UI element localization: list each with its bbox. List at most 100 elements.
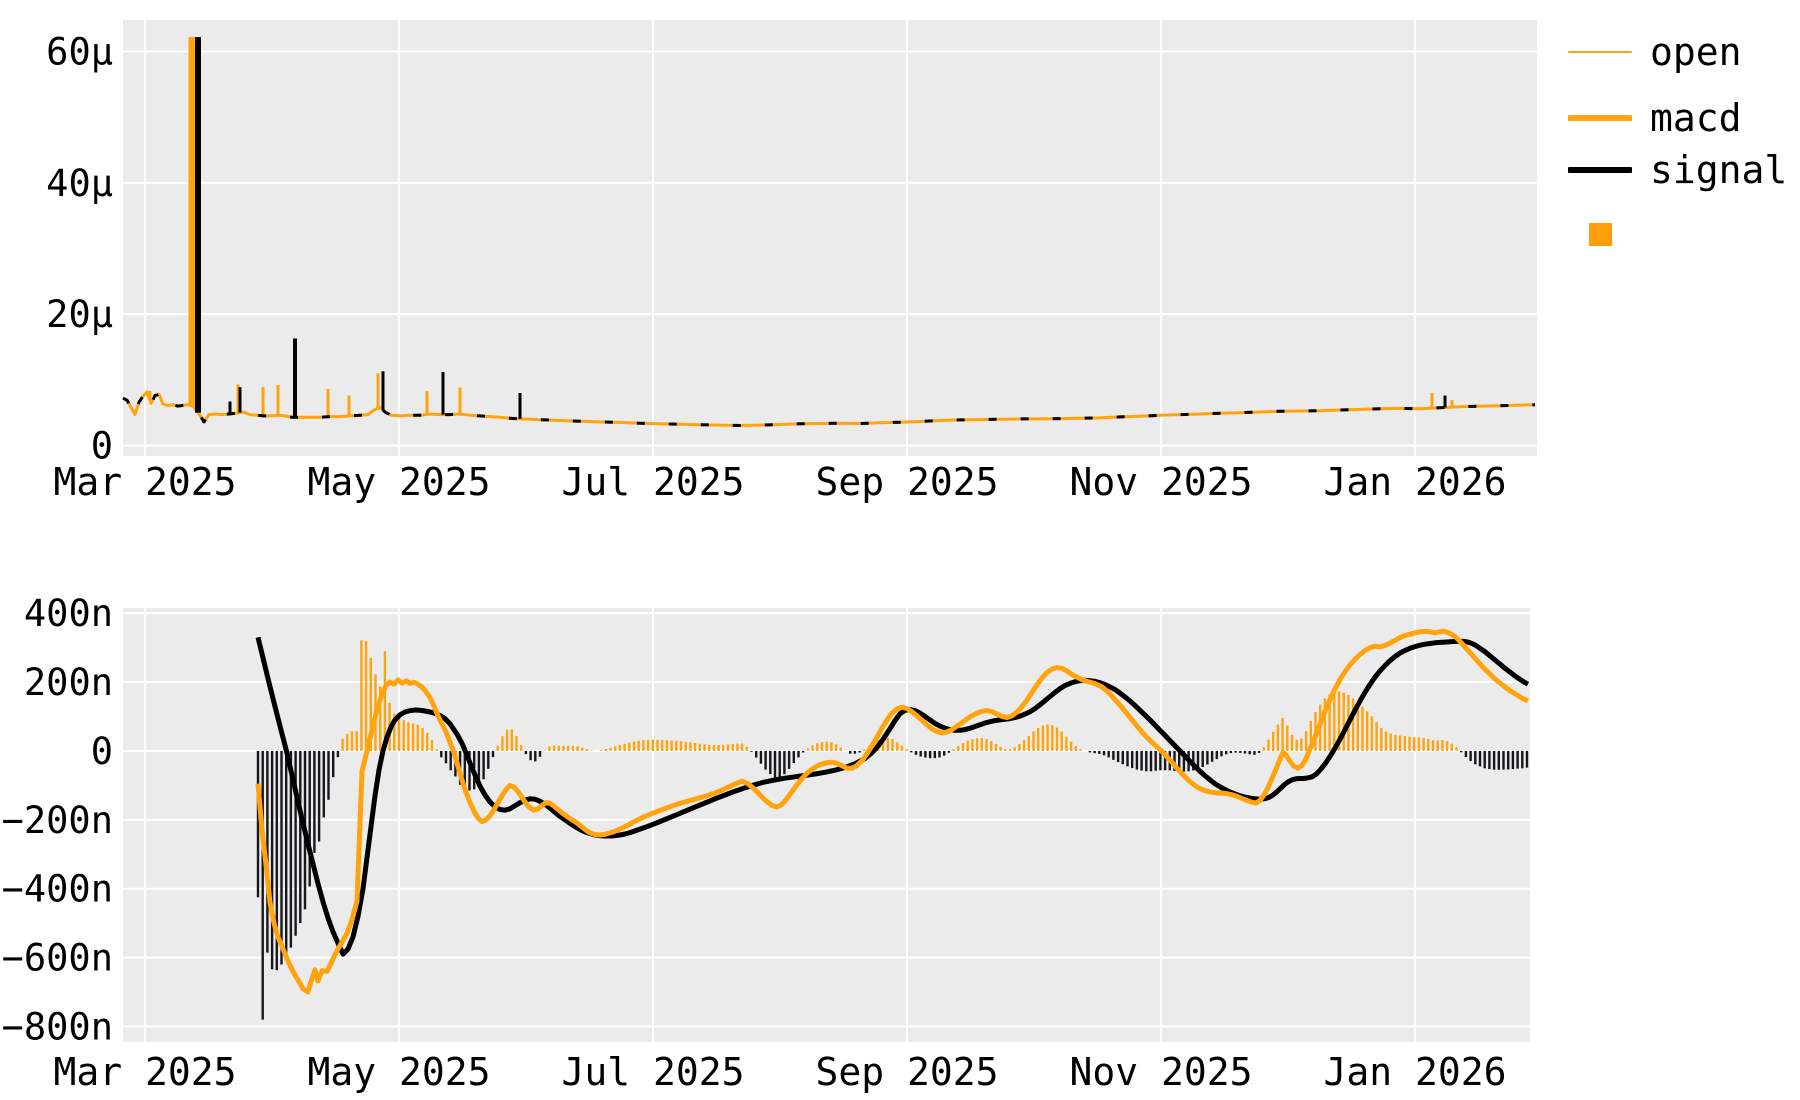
histogram-bar [1018,744,1021,751]
histogram-bar [623,743,626,751]
histogram-bar [750,750,753,752]
histogram-bar [1351,698,1355,751]
histogram-bar [990,741,993,751]
histogram-bar [994,744,998,751]
histogram-bar [538,750,542,757]
histogram-bar [975,738,979,751]
histogram-bar [585,749,589,751]
histogram-bar [421,728,424,751]
histogram-bar [764,750,767,770]
histogram-bar [628,742,631,751]
signal-overlay-spike [228,401,232,414]
histogram-bar [1107,750,1110,758]
histogram-bar [980,738,983,751]
histogram-bar [1178,750,1181,772]
histogram-bar [1450,743,1453,751]
histogram-bar [933,750,936,759]
histogram-bar [1055,727,1059,751]
histogram-bar [787,750,791,769]
y-tick-label: −400n [2,868,113,911]
histogram-bar [825,741,828,751]
histogram-bar [910,750,913,753]
histogram-bar [1403,736,1406,751]
x-tick-label: Mar 2025 [53,1050,236,1094]
legend-label: macd [1650,96,1742,140]
legend: open macd signal [1568,28,1798,258]
histogram-bar [581,747,584,751]
legend-label: open [1650,30,1742,74]
histogram-bar [327,750,330,800]
histogram-bar [1065,736,1068,751]
histogram-bar [1492,750,1496,770]
histogram-bar [534,750,537,762]
histogram-bar [881,738,885,751]
macd-histogram [256,640,1529,1020]
histogram-bar [1408,736,1411,751]
histogram-bar [440,750,443,758]
histogram-bar [905,749,908,751]
histogram-bar [1267,739,1270,751]
histogram-bar [1398,735,1402,751]
histogram-bar [1008,748,1012,751]
histogram-bar [393,713,396,751]
histogram-bar [618,745,622,751]
histogram-bar [360,640,363,751]
histogram-bar [661,739,664,751]
histogram-bar [928,750,932,759]
histogram-bar [1295,739,1298,751]
histogram-bar [1342,692,1345,751]
x-tick-label: May 2025 [307,1050,490,1094]
histogram-bar [463,750,466,790]
macd-line [255,628,1529,995]
histogram-bar [1051,725,1054,751]
histogram-bar [961,743,965,751]
histogram-bar [482,750,485,780]
histogram-bar [369,657,372,751]
y-tick-label: 0 [91,730,113,773]
histogram-bar [322,750,325,818]
thick-line-icon [1568,167,1632,173]
histogram-bar [1366,711,1369,751]
legend-label: signal [1650,148,1788,192]
histogram-bar [1464,750,1468,758]
histogram-bar [1182,750,1186,772]
histogram-bar [1389,733,1392,751]
histogram-bar [924,750,927,758]
histogram-bar [1445,741,1449,751]
histogram-bar [332,750,335,778]
histogram-bar [947,750,951,753]
histogram-bar [280,750,283,965]
histogram-bar [1201,750,1204,767]
histogram-bar [1488,750,1491,770]
histogram-bar [1088,750,1092,753]
histogram-bar [1483,750,1486,769]
histogram-bar [1525,750,1529,768]
histogram-bar [609,747,612,751]
histogram-bar [919,750,922,757]
histogram-bar [308,750,311,887]
legend-item-macd: macd [1568,94,1798,142]
histogram-bar [1131,750,1134,769]
histogram-bar [1431,740,1435,751]
histogram-bar [1234,750,1237,753]
histogram-bar [1116,750,1120,763]
histogram-bar [1022,740,1026,751]
histogram-bar [853,750,857,754]
histogram-bar [1455,747,1458,751]
macd-swatch-icon [1568,115,1632,121]
histogram-bar [811,745,814,751]
histogram-bar [1309,720,1312,751]
histogram-bar [952,749,955,751]
open-spike [425,391,429,415]
open-spike [326,389,330,417]
histogram-bar [1427,738,1430,751]
histogram-bar [1304,731,1308,751]
histogram-bar [797,750,800,758]
histogram-bar [943,750,946,756]
histogram-bar [407,722,410,751]
histogram-bar [1163,750,1167,771]
histogram-bar [1422,738,1425,751]
histogram-bar [717,745,720,751]
y-tick-label: −600n [2,937,113,980]
